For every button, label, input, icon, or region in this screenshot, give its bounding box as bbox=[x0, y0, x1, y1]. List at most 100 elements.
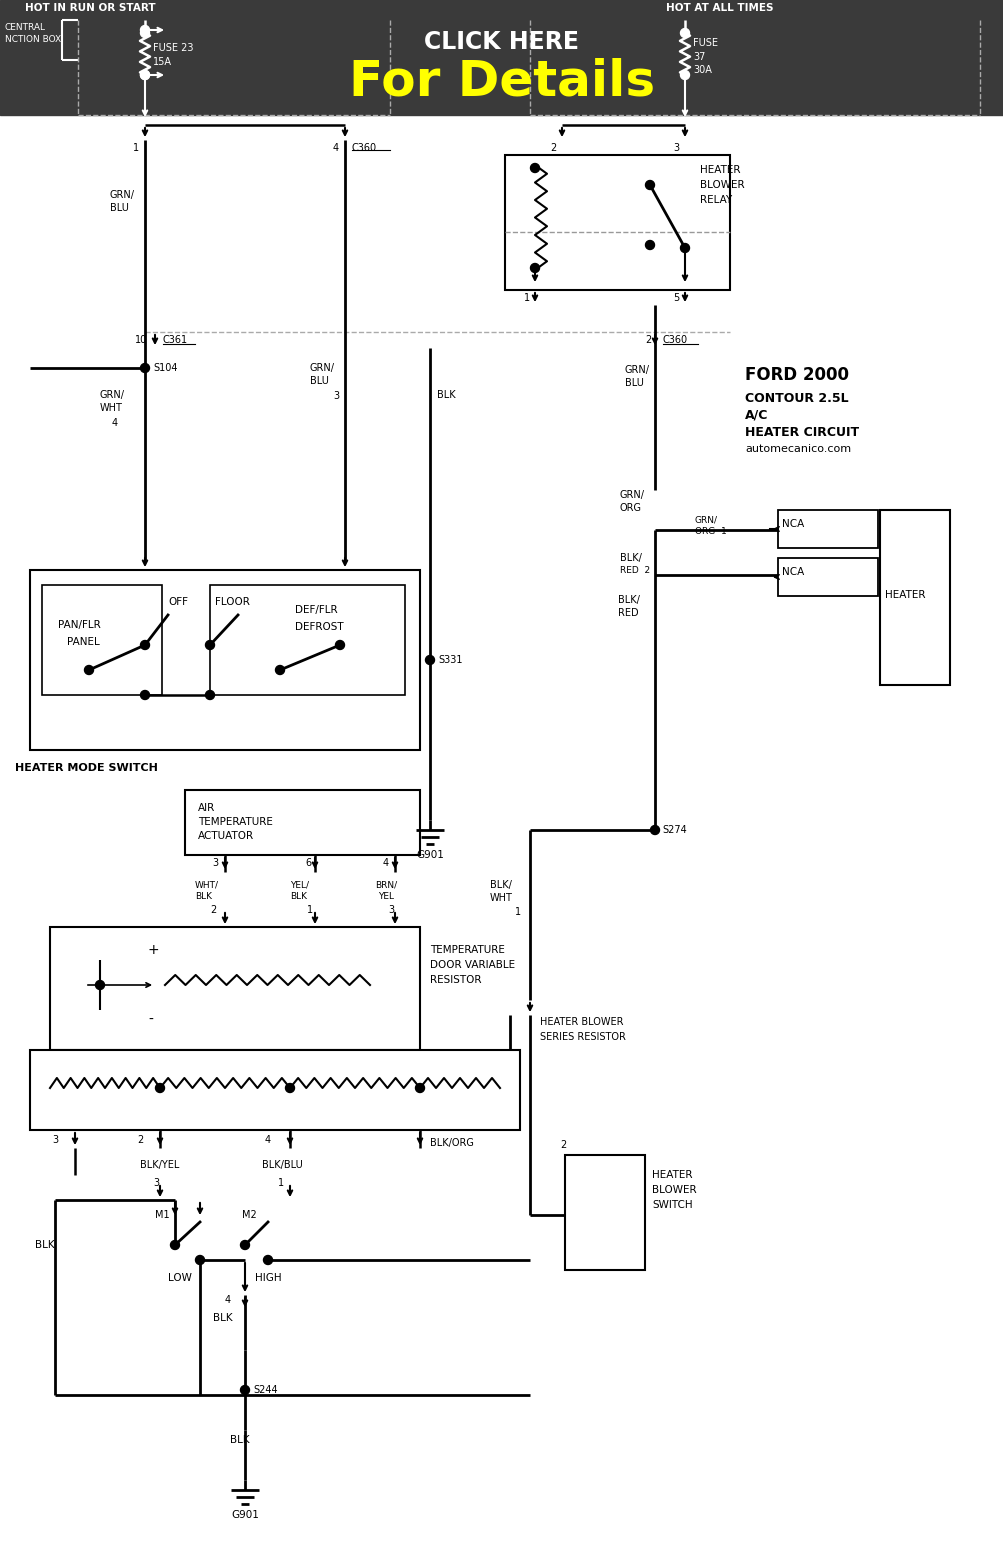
Text: S274: S274 bbox=[661, 825, 686, 834]
Text: RESISTOR: RESISTOR bbox=[429, 975, 481, 986]
Text: automecanico.com: automecanico.com bbox=[744, 443, 851, 454]
Text: 2: 2 bbox=[550, 144, 556, 153]
Text: BLK/: BLK/ bbox=[620, 553, 641, 562]
Text: 1: 1 bbox=[307, 905, 313, 915]
Circle shape bbox=[140, 28, 149, 37]
Text: YEL/: YEL/ bbox=[290, 881, 309, 890]
Text: 5: 5 bbox=[672, 294, 679, 303]
Bar bbox=[30, 570, 419, 749]
Text: M2: M2 bbox=[242, 1210, 257, 1221]
Text: A/C: A/C bbox=[744, 408, 767, 422]
Text: BLK/YEL: BLK/YEL bbox=[139, 1160, 180, 1170]
Text: TEMPERATURE: TEMPERATURE bbox=[429, 946, 505, 955]
Circle shape bbox=[680, 71, 689, 79]
Text: 3: 3 bbox=[152, 1177, 158, 1188]
Text: DOOR VARIABLE: DOOR VARIABLE bbox=[429, 959, 515, 970]
Circle shape bbox=[140, 641, 149, 649]
Text: 1: 1 bbox=[515, 907, 521, 918]
Text: C360: C360 bbox=[662, 335, 687, 345]
Circle shape bbox=[645, 241, 654, 249]
Text: BLK/BLU: BLK/BLU bbox=[262, 1160, 303, 1170]
Text: PANEL: PANEL bbox=[67, 637, 99, 647]
Text: PAN/FLR: PAN/FLR bbox=[58, 620, 100, 630]
Text: TEMPERATURE: TEMPERATURE bbox=[198, 817, 273, 827]
Text: OFF: OFF bbox=[168, 596, 188, 607]
Text: BLK: BLK bbox=[436, 389, 455, 400]
Circle shape bbox=[415, 1083, 424, 1092]
Circle shape bbox=[140, 691, 149, 700]
Text: WHT: WHT bbox=[489, 893, 513, 902]
Circle shape bbox=[680, 28, 689, 37]
Bar bbox=[565, 1156, 644, 1270]
Circle shape bbox=[140, 363, 149, 372]
Bar bbox=[42, 586, 161, 695]
Text: ORG  1: ORG 1 bbox=[694, 527, 726, 536]
Text: BLOWER: BLOWER bbox=[651, 1185, 696, 1194]
Text: GRN/: GRN/ bbox=[620, 490, 644, 501]
Text: GRN/: GRN/ bbox=[100, 389, 125, 400]
Text: BLK: BLK bbox=[230, 1435, 250, 1445]
Text: 1: 1 bbox=[278, 1177, 284, 1188]
Text: YEL: YEL bbox=[377, 893, 393, 901]
Text: 3: 3 bbox=[333, 391, 339, 402]
Text: GRN/: GRN/ bbox=[694, 516, 717, 524]
Circle shape bbox=[530, 164, 539, 173]
Text: 4: 4 bbox=[333, 144, 339, 153]
Text: ACTUATOR: ACTUATOR bbox=[198, 831, 254, 840]
Text: For Details: For Details bbox=[349, 59, 654, 107]
Circle shape bbox=[650, 825, 659, 834]
Text: CLICK HERE: CLICK HERE bbox=[424, 29, 579, 54]
Text: 4: 4 bbox=[112, 419, 118, 428]
Text: BLU: BLU bbox=[310, 375, 329, 386]
Text: HEATER: HEATER bbox=[699, 165, 740, 175]
Bar bbox=[505, 154, 729, 290]
Text: FORD 2000: FORD 2000 bbox=[744, 366, 849, 385]
Text: 2: 2 bbox=[136, 1136, 143, 1145]
Circle shape bbox=[285, 1083, 294, 1092]
Text: 2: 2 bbox=[560, 1140, 566, 1149]
Circle shape bbox=[155, 1083, 164, 1092]
Bar bbox=[50, 927, 419, 1051]
Text: S104: S104 bbox=[152, 363, 178, 372]
Bar bbox=[0, 0, 1003, 114]
Text: BLK: BLK bbox=[213, 1313, 233, 1323]
Text: S331: S331 bbox=[437, 655, 462, 664]
Text: 15A: 15A bbox=[152, 57, 172, 66]
Text: HOT AT ALL TIMES: HOT AT ALL TIMES bbox=[666, 3, 773, 12]
Text: HOT IN RUN OR START: HOT IN RUN OR START bbox=[25, 3, 155, 12]
Text: M1: M1 bbox=[154, 1210, 170, 1221]
Text: 1: 1 bbox=[524, 294, 530, 303]
Text: 4: 4 bbox=[265, 1136, 271, 1145]
Circle shape bbox=[335, 641, 344, 649]
Bar bbox=[879, 510, 949, 684]
Text: FUSE: FUSE bbox=[692, 39, 717, 48]
Text: BLK: BLK bbox=[35, 1241, 54, 1250]
Text: DEF/FLR: DEF/FLR bbox=[295, 606, 337, 615]
Text: +: + bbox=[147, 942, 159, 956]
Text: S244: S244 bbox=[253, 1384, 278, 1395]
Text: GRN/: GRN/ bbox=[625, 365, 649, 375]
Circle shape bbox=[140, 71, 149, 79]
Text: CENTRAL: CENTRAL bbox=[5, 23, 46, 32]
Bar bbox=[30, 1051, 520, 1129]
Bar bbox=[210, 586, 404, 695]
Text: 30A: 30A bbox=[692, 65, 711, 76]
Circle shape bbox=[645, 181, 654, 190]
Text: HIGH: HIGH bbox=[255, 1273, 282, 1282]
Text: NCA: NCA bbox=[781, 519, 803, 528]
Text: HEATER BLOWER: HEATER BLOWER bbox=[540, 1017, 623, 1027]
Bar bbox=[777, 558, 878, 596]
Text: RED: RED bbox=[618, 609, 638, 618]
Circle shape bbox=[530, 264, 539, 272]
Circle shape bbox=[263, 1256, 272, 1264]
Text: 3: 3 bbox=[387, 905, 394, 915]
Text: FLOOR: FLOOR bbox=[215, 596, 250, 607]
Text: HEATER: HEATER bbox=[651, 1170, 692, 1180]
Text: 4: 4 bbox=[225, 1295, 231, 1306]
Text: NCA: NCA bbox=[781, 567, 803, 576]
Text: BLU: BLU bbox=[625, 379, 643, 388]
Bar bbox=[777, 510, 878, 548]
Text: RED  2: RED 2 bbox=[620, 567, 650, 575]
Text: BLOWER: BLOWER bbox=[699, 181, 744, 190]
Bar bbox=[185, 789, 419, 854]
